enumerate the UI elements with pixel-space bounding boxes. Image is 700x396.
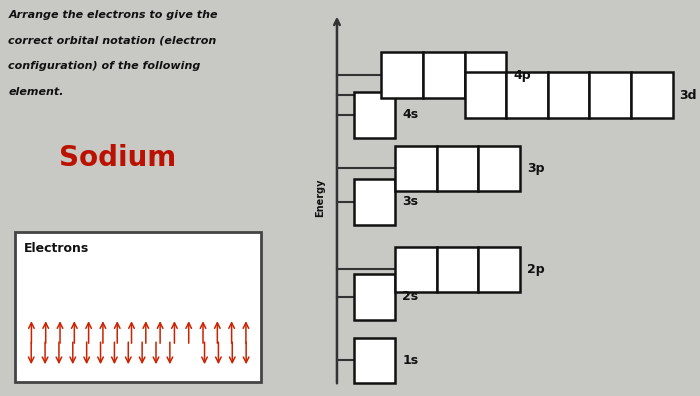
Text: 2p: 2p [527,263,545,276]
Text: Energy: Energy [315,179,326,217]
Bar [506,72,547,118]
Text: element.: element. [8,87,64,97]
Bar [478,146,520,191]
Bar [631,72,673,118]
Bar [395,146,437,191]
Bar [395,246,437,292]
Bar [589,72,631,118]
Bar [465,52,506,98]
Bar [354,92,395,138]
Bar [354,274,395,320]
Text: configuration) of the following: configuration) of the following [8,61,201,71]
Bar [437,146,478,191]
Text: Electrons: Electrons [24,242,89,255]
Bar [478,246,520,292]
Text: 1s: 1s [402,354,419,367]
Text: correct orbital notation (electron: correct orbital notation (electron [8,36,216,46]
Text: 4p: 4p [513,69,531,82]
Bar [354,337,395,383]
Text: Arrange the electrons to give the: Arrange the electrons to give the [8,10,218,20]
Bar [465,72,506,118]
Bar [437,246,478,292]
Bar [354,179,395,225]
Text: 3d: 3d [680,89,697,101]
Text: 2s: 2s [402,291,419,303]
Text: 3s: 3s [402,196,418,208]
Bar [382,52,423,98]
Text: Sodium: Sodium [60,145,176,172]
Text: 4s: 4s [402,109,419,121]
Bar [547,72,589,118]
Text: 3p: 3p [527,162,545,175]
Bar [423,52,465,98]
Bar [15,232,261,382]
